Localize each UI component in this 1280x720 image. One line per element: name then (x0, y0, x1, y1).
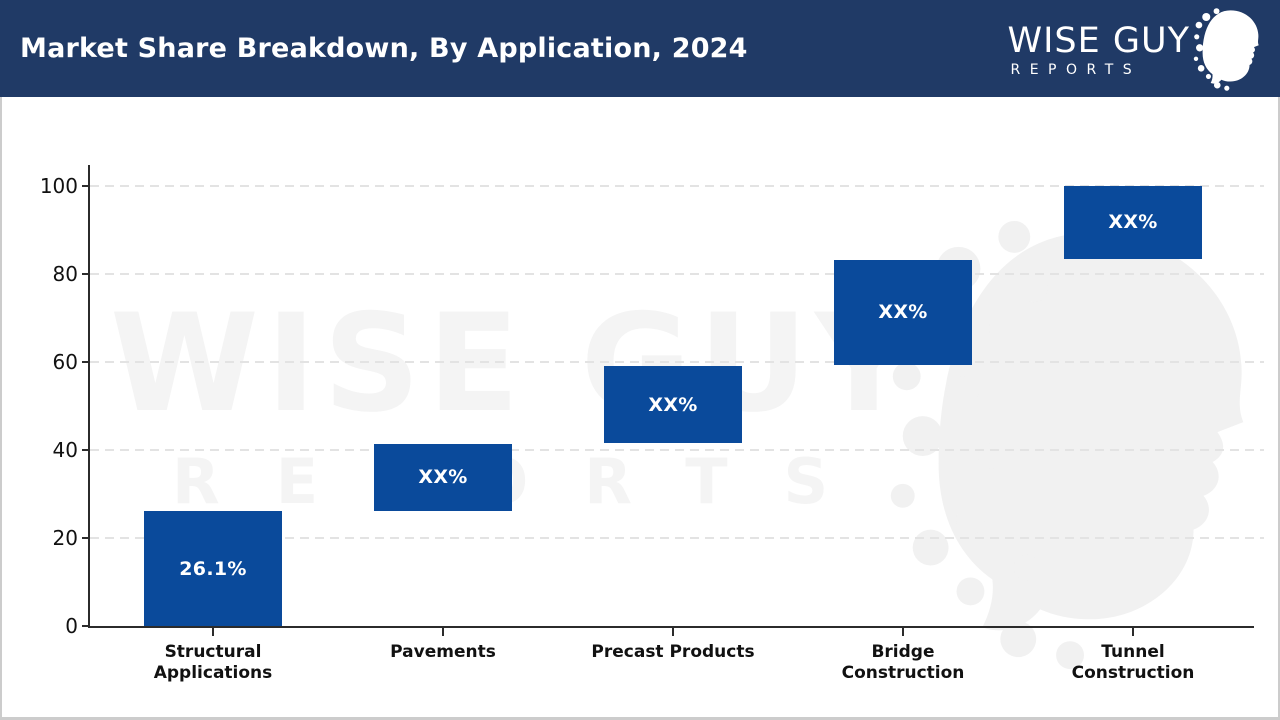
y-tick-label-20: 20 (52, 526, 78, 550)
y-tick-label-100: 100 (39, 174, 78, 198)
x-tick-3 (672, 628, 674, 636)
gridline-20 (90, 537, 1264, 539)
gridline-60 (90, 361, 1264, 363)
y-tick-60 (82, 361, 90, 363)
logo-wordmark: WISE GUY (1007, 21, 1190, 61)
x-category-label-line: Construction (841, 663, 965, 683)
watermark-subtitle: REPORTS (172, 445, 885, 518)
y-tick-label-40: 40 (52, 438, 78, 462)
header: Market Share Breakdown, By Application, … (0, 0, 1280, 97)
bar-value-label: XX% (1108, 211, 1158, 234)
chart-title: Market Share Breakdown, By Application, … (20, 33, 748, 64)
bar-value-label: 26.1% (179, 557, 247, 580)
x-tick-2 (442, 628, 444, 636)
bar-2: XX% (374, 443, 512, 512)
x-axis-line (88, 626, 1254, 628)
y-tick-label-60: 60 (52, 350, 78, 374)
x-category-label-line: Applications (153, 663, 273, 683)
x-category-label-line: Bridge (871, 642, 935, 662)
wiseguy-logo: WISE GUY REPORTS (1007, 8, 1266, 92)
wiseguy-head-icon (1193, 8, 1259, 91)
y-tick-label-80: 80 (52, 262, 78, 286)
x-category-label-line: Tunnel (1101, 642, 1165, 662)
x-category-label: Structural Applications (103, 642, 323, 684)
x-tick-5 (1132, 628, 1134, 636)
wiseguy-logo-text: WISE GUY REPORTS (1007, 22, 1190, 78)
x-category-label: Pavements (333, 642, 553, 663)
bar-value-label: XX% (648, 393, 698, 416)
y-axis-line (88, 165, 90, 628)
y-tick-20 (82, 537, 90, 539)
watermark-wordmark: WISE GUY (110, 285, 920, 442)
bar-value-label: XX% (878, 301, 928, 324)
logo-subtitle: REPORTS (1010, 62, 1142, 78)
x-category-label: Tunnel Construction (1023, 642, 1243, 684)
gridline-80 (90, 273, 1264, 275)
x-category-label-line: Construction (1071, 663, 1195, 683)
y-tick-100 (82, 185, 90, 187)
x-category-label: Precast Products (563, 642, 783, 663)
x-tick-4 (902, 628, 904, 636)
y-tick-0 (82, 625, 90, 627)
x-tick-1 (212, 628, 214, 636)
gridline-40 (90, 449, 1264, 451)
bar-3: XX% (604, 366, 742, 443)
x-category-label-line: Pavements (390, 642, 496, 662)
chart-canvas: WISE GUY REPORTS 0 20 40 60 80 100 26.1% Struct… (0, 97, 1280, 720)
bar-5: XX% (1064, 186, 1202, 259)
bar-1: 26.1% (144, 511, 282, 626)
x-category-label: Bridge Construction (793, 642, 1013, 684)
y-tick-40 (82, 449, 90, 451)
y-tick-label-0: 0 (65, 614, 78, 638)
x-category-label-line: Precast Products (591, 642, 755, 662)
gridline-100 (90, 185, 1264, 187)
bar-value-label: XX% (418, 466, 468, 489)
bar-4: XX% (834, 259, 972, 365)
y-tick-80 (82, 273, 90, 275)
x-category-label-line: Structural (164, 642, 262, 662)
